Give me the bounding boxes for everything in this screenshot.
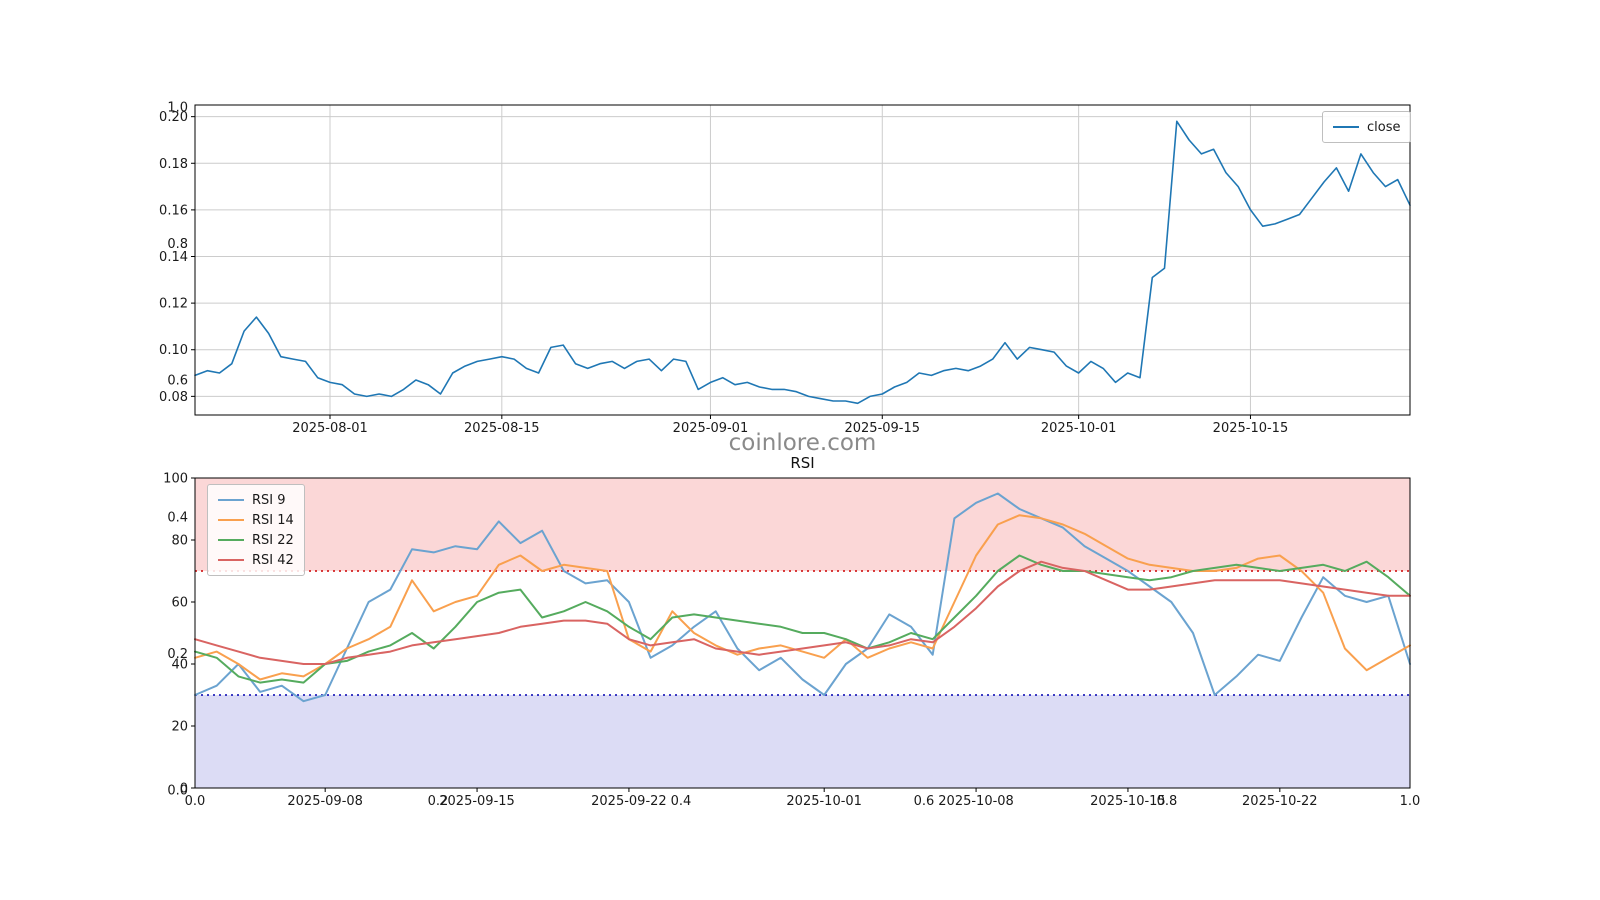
threshold-band (195, 695, 1410, 788)
y-tick-label: 0.12 (159, 297, 188, 312)
legend-item: RSI 22 (218, 530, 294, 550)
legend-item: close (1333, 117, 1400, 137)
x-tick-label: 2025-09-22 (591, 794, 667, 809)
watermark-text: coinlore.com (728, 430, 877, 456)
legend-label: RSI 9 (252, 492, 286, 508)
x-tick-label: 2025-08-01 (292, 421, 368, 436)
y-tick-label: 100 (163, 472, 188, 487)
series-rsi-14 (194, 514, 1411, 681)
legend-line-sample (218, 539, 244, 541)
x-tick-label: 2025-10-08 (938, 794, 1014, 809)
overlay-x-tick-label: 0.0 (185, 794, 206, 809)
x-tick-label: 2025-10-01 (1041, 421, 1117, 436)
legend-line-sample (218, 499, 244, 501)
overlay-y-tick-label: 0.2 (167, 647, 188, 662)
legend-item: RSI 9 (218, 490, 294, 510)
legend-label: RSI 22 (252, 532, 294, 548)
x-tick-label: 2025-10-01 (786, 794, 862, 809)
x-tick-label: 2025-10-15 (1213, 421, 1289, 436)
overlay-y-tick-label: 0.8 (167, 237, 188, 252)
overlay-y-tick-label: 0.6 (167, 374, 188, 389)
legend-label: RSI 42 (252, 552, 294, 568)
overlay-x-tick-label: 0.2 (428, 794, 449, 809)
legend-close: close (1322, 111, 1412, 143)
series-close (194, 120, 1411, 405)
overlay-x-tick-label: 0.4 (671, 794, 692, 809)
overlay-x-tick-label: 0.8 (1157, 794, 1178, 809)
y-tick-label: 20 (171, 720, 188, 735)
y-tick-label: 60 (171, 596, 188, 611)
legend-label: RSI 14 (252, 512, 294, 528)
legend-item: RSI 14 (218, 510, 294, 530)
x-tick-label: 2025-09-08 (287, 794, 363, 809)
legend-line-sample (218, 559, 244, 561)
threshold-band (195, 478, 1410, 571)
series-rsi-22 (194, 554, 1411, 684)
y-tick-label: 80 (171, 534, 188, 549)
x-tick-label: 2025-10-15 (1090, 794, 1166, 809)
y-tick-label: 0.20 (159, 110, 188, 125)
x-tick-label: 2025-08-15 (464, 421, 540, 436)
overlay-y-tick-label: 1.0 (167, 101, 188, 116)
legend-rsi: RSI 9 RSI 14 RSI 22 RSI 42 (207, 484, 305, 576)
x-tick-label: 2025-10-22 (1242, 794, 1318, 809)
x-tick-label: 2025-09-15 (844, 421, 920, 436)
axes-spine (194, 477, 1411, 789)
x-tick-label: 2025-09-01 (673, 421, 749, 436)
y-tick-label: 0.18 (159, 157, 188, 172)
series-rsi-9 (194, 492, 1411, 703)
y-tick-label: 0.14 (159, 250, 188, 265)
overlay-y-tick-label: 0.0 (167, 784, 188, 799)
axes-spine (194, 104, 1411, 416)
x-tick-label: 2025-09-15 (439, 794, 515, 809)
y-tick-label: 0.08 (159, 390, 188, 405)
overlay-x-tick-label: 0.6 (914, 794, 935, 809)
legend-item: RSI 42 (218, 550, 294, 570)
overlay-x-tick-label: 1.0 (1400, 794, 1421, 809)
legend-line-sample (1333, 126, 1359, 128)
rsi-chart-title: RSI (790, 454, 815, 472)
series-rsi-42 (194, 560, 1411, 665)
y-tick-label: 0.10 (159, 343, 188, 358)
y-tick-label: 0.16 (159, 203, 188, 218)
overlay-y-tick-label: 0.4 (167, 510, 188, 525)
legend-label: close (1367, 119, 1401, 135)
y-tick-label: 0 (180, 782, 188, 797)
legend-line-sample (218, 519, 244, 521)
y-tick-label: 40 (171, 658, 188, 673)
